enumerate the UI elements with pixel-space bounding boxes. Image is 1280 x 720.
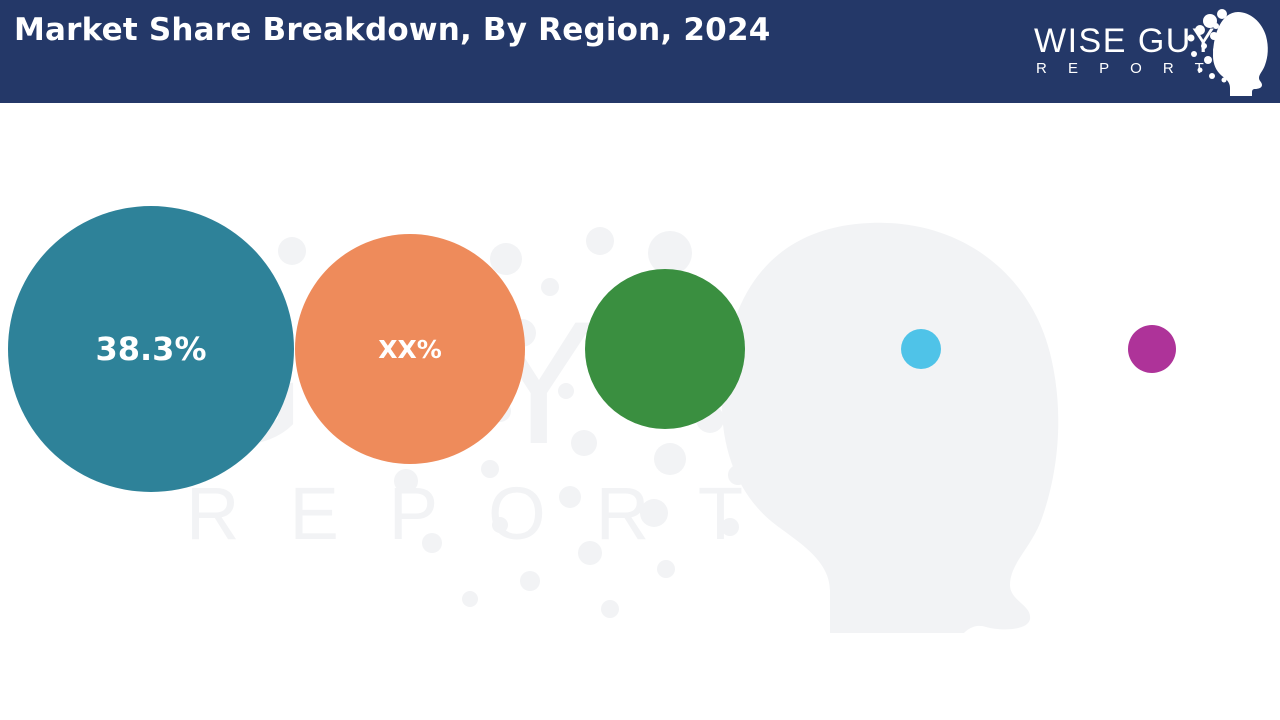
watermark-line-2: REPORTS xyxy=(186,472,893,555)
bubble-south-america[interactable] xyxy=(901,329,941,369)
bubble-europe[interactable]: XX% xyxy=(295,234,525,464)
page-title: Market Share Breakdown, By Region, 2024 xyxy=(14,12,771,48)
bubble-value-europe: XX% xyxy=(378,334,442,364)
chart-canvas: GUY REPORTS xyxy=(0,103,1280,720)
bubble-north-america[interactable]: 38.3% xyxy=(8,206,294,492)
bubble-mea[interactable] xyxy=(1128,325,1176,373)
page-header: Market Share Breakdown, By Region, 2024 … xyxy=(0,0,1280,103)
logo-wordmark: WISE GUY xyxy=(1034,22,1217,60)
wise-guy-head-icon xyxy=(1187,9,1268,96)
bubble-value-north-america: 38.3% xyxy=(95,330,207,368)
brand-logo: WISE GUY R E P O R T S xyxy=(1022,6,1274,98)
logo-subword: R E P O R T S xyxy=(1036,60,1244,77)
bubble-apac[interactable] xyxy=(585,269,745,429)
